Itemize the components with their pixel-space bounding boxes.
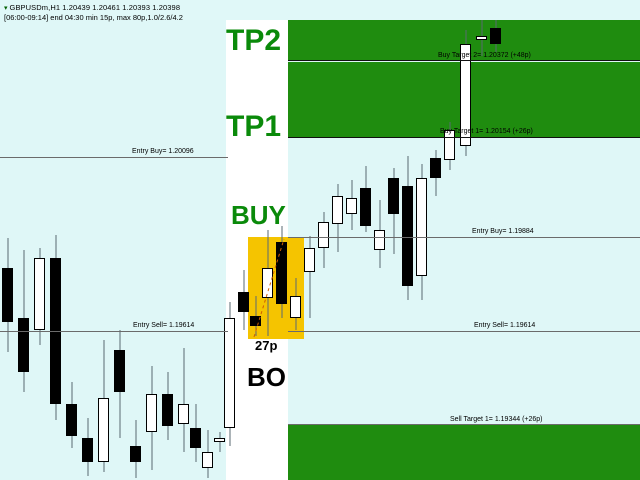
candle-body-up	[178, 404, 189, 424]
level-label-buy-target-1: Buy Target 1= 1.20154 (+26p)	[440, 128, 533, 135]
candle-body-down	[360, 188, 371, 226]
candle-body-down	[276, 242, 287, 304]
candle-body-up	[146, 394, 157, 432]
signal-trend-dashed-line	[253, 238, 285, 338]
annotation-buy: BUY	[231, 200, 286, 230]
candle-24	[346, 180, 357, 230]
annotation-breakout: BO	[247, 362, 286, 392]
level-line-buy-target-1	[288, 137, 640, 138]
candle-body-down	[430, 158, 441, 178]
candle-31	[444, 122, 455, 170]
candle-3	[50, 235, 61, 420]
candle-32	[460, 30, 471, 156]
level-line-entry-buy-right	[288, 237, 640, 238]
candle-body-down	[402, 186, 413, 286]
candle-19	[276, 226, 287, 318]
candle-body-up	[374, 230, 385, 250]
level-label-sell-target-1: Sell Target 1= 1.19344 (+26p)	[450, 416, 543, 423]
candle-body-up	[318, 222, 329, 248]
chart-info-bar: ▾ GBPUSDm,H1 1.20439 1.20461 1.20393 1.20…	[0, 0, 640, 22]
candle-body-down	[130, 446, 141, 462]
candle-4	[66, 382, 77, 448]
candle-2	[34, 248, 45, 345]
candle-body-down	[66, 404, 77, 436]
candle-6	[98, 340, 109, 472]
candle-body-down	[82, 438, 93, 462]
candle-body-up	[444, 130, 455, 160]
candle-wick	[309, 236, 310, 318]
session-stats-line: [06:00-09:14] end 04:30 min 15p, max 80p…	[4, 13, 183, 22]
candle-body-up	[332, 196, 343, 224]
candle-33	[476, 18, 487, 56]
level-label-entry-sell-left: Entry Sell= 1.19614	[133, 322, 195, 329]
candle-body-up	[224, 318, 235, 428]
candle-body-down	[388, 178, 399, 214]
candle-wick	[183, 348, 184, 452]
candle-22	[318, 212, 329, 268]
level-label-buy-target-2: Buy Target 2= 1.20372 (+48p)	[438, 52, 531, 59]
candle-23	[332, 184, 343, 252]
candle-body-up	[460, 44, 471, 146]
candle-body-down	[238, 292, 249, 312]
candle-body-up	[34, 258, 45, 330]
candle-20	[290, 278, 301, 330]
candle-body-up	[98, 398, 109, 462]
candle-body-up	[346, 198, 357, 214]
candle-29	[416, 164, 427, 300]
level-line-entry-buy-left	[0, 157, 228, 158]
candle-1	[18, 250, 29, 392]
candle-11	[178, 348, 189, 452]
candle-27	[388, 168, 399, 254]
candle-34	[490, 16, 501, 52]
candle-body-down	[250, 316, 261, 326]
candle-body-up	[304, 248, 315, 272]
candle-body-up	[214, 438, 225, 442]
candle-26	[374, 200, 385, 268]
candle-5	[82, 418, 93, 476]
candle-16	[238, 270, 249, 330]
level-label-entry-buy-left: Entry Buy= 1.20096	[132, 148, 194, 155]
level-label-entry-sell-right: Entry Sell= 1.19614	[474, 322, 536, 329]
candle-wick	[219, 432, 220, 452]
candle-body-down	[2, 268, 13, 322]
candle-body-up	[416, 178, 427, 276]
level-line-sell-target-1-extend	[288, 424, 640, 425]
candle-body-down	[190, 428, 201, 448]
symbol-ohlc-line: GBPUSDm,H1 1.20439 1.20461 1.20393 1.203…	[9, 3, 181, 12]
candle-9	[146, 366, 157, 470]
collapse-marker-icon: ▾	[4, 5, 8, 12]
candle-body-down	[162, 394, 173, 426]
candle-body-up	[290, 296, 301, 318]
annotation-pips: 27p	[255, 338, 278, 353]
zone-sell-target-lower	[288, 424, 640, 480]
candle-12	[190, 404, 201, 462]
candle-body-down	[490, 28, 501, 44]
candle-body-down	[114, 350, 125, 392]
candle-15	[224, 302, 235, 446]
candle-30	[430, 150, 441, 196]
candle-body-up	[262, 268, 273, 298]
candle-body-up	[202, 452, 213, 468]
level-line-entry-sell-right	[288, 331, 640, 332]
annotation-tp1: TP1	[226, 110, 282, 143]
candle-body-down	[18, 318, 29, 372]
candle-10	[162, 372, 173, 440]
candle-28	[402, 156, 413, 300]
candle-25	[360, 166, 371, 232]
candle-18	[262, 230, 273, 336]
level-line-buy-target-2	[288, 60, 640, 61]
candle-body-up	[476, 36, 487, 40]
level-line-entry-sell-left	[0, 331, 228, 332]
candle-13	[202, 430, 213, 478]
candle-8	[130, 420, 141, 478]
candle-14	[214, 432, 225, 452]
candle-21	[304, 236, 315, 318]
level-label-entry-buy-right: Entry Buy= 1.19884	[472, 228, 534, 235]
candle-7	[114, 330, 125, 438]
candle-0	[2, 238, 13, 352]
candle-17	[250, 296, 261, 336]
annotation-tp2: TP2	[226, 24, 282, 57]
